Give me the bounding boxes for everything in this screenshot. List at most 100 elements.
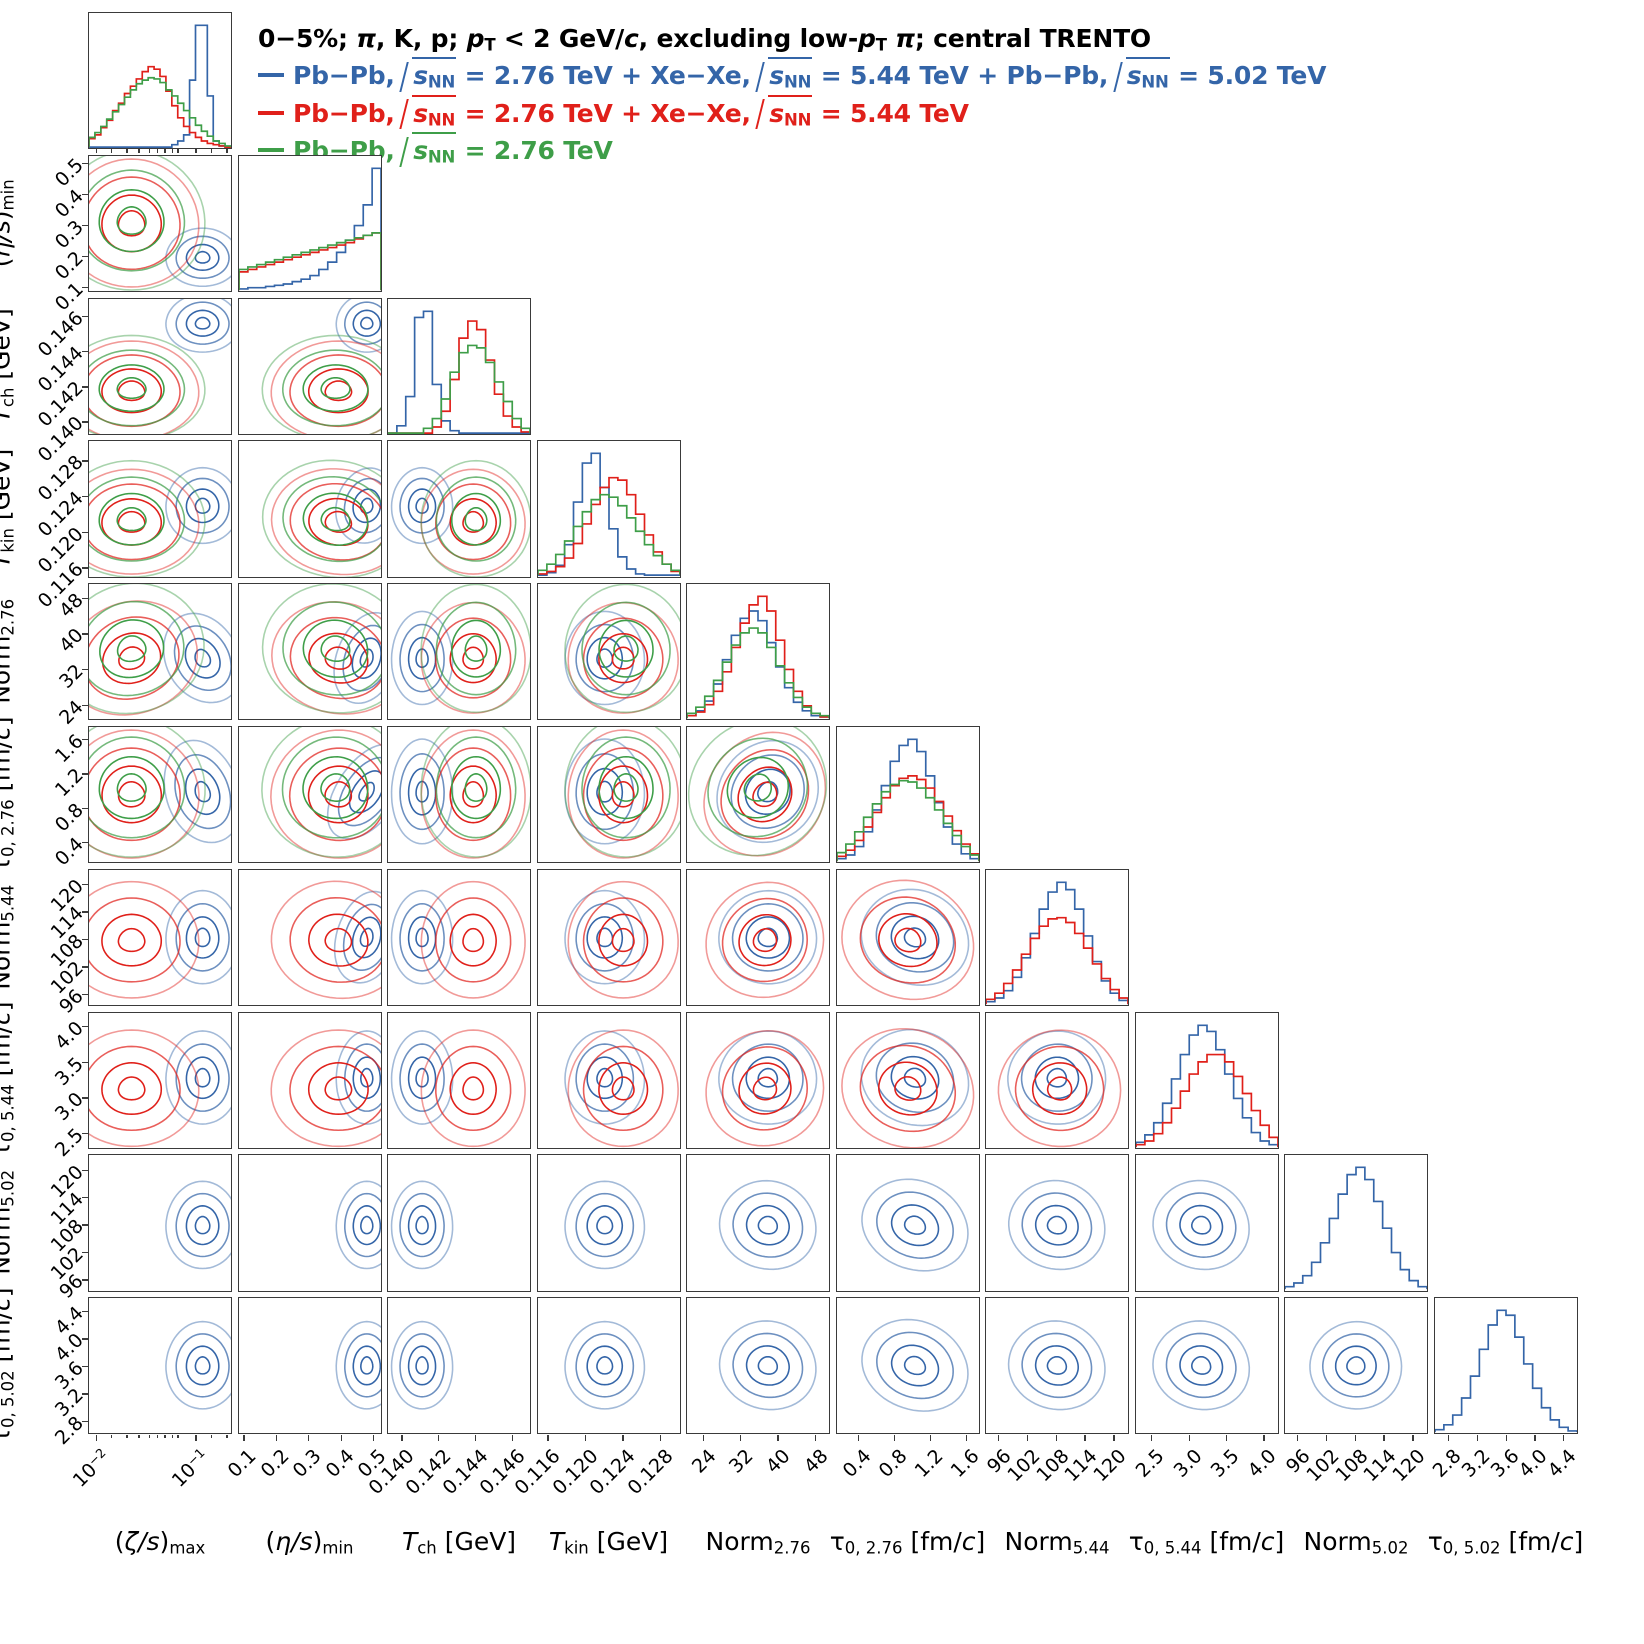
contour-blue-level4 bbox=[757, 1216, 779, 1236]
contour-red-level3 bbox=[101, 194, 163, 253]
contour-green-level1 bbox=[89, 727, 206, 858]
contour-blue-level4 bbox=[359, 1067, 374, 1088]
joint-panel-tau0_544-vs-Norm_544 bbox=[985, 1011, 1129, 1149]
contour-blue-level3 bbox=[1334, 1345, 1377, 1386]
x-tick bbox=[1188, 1434, 1190, 1441]
y-tick bbox=[82, 993, 88, 996]
y-tick bbox=[82, 739, 88, 741]
contour-blue-level4 bbox=[194, 1356, 211, 1375]
x-minor-tick bbox=[211, 149, 213, 153]
hist-blue bbox=[687, 610, 829, 719]
x-axis-title-tau0_502: τ0, 5.02 [fm/c] bbox=[1427, 1526, 1584, 1558]
contour-blue-level1 bbox=[334, 1320, 381, 1410]
contour-blue-level2 bbox=[574, 1042, 634, 1112]
joint-panel-Norm_276-vs-zeta_s_max bbox=[88, 583, 232, 721]
contour-red-level3 bbox=[449, 1061, 497, 1115]
contour-blue-level2 bbox=[175, 1042, 230, 1112]
contour-red-level4 bbox=[893, 927, 922, 953]
contour-red-level3 bbox=[307, 632, 368, 684]
contour-blue-level4 bbox=[359, 1356, 374, 1375]
marginal-panel-zeta_s_max bbox=[88, 12, 232, 150]
contour-green-level2 bbox=[89, 169, 186, 272]
marginal-panel-Norm_276 bbox=[686, 583, 830, 721]
contour-blue-level3 bbox=[185, 309, 220, 337]
x-tick bbox=[1447, 1434, 1450, 1441]
joint-panel-tau0_502-vs-tau0_544 bbox=[1134, 1297, 1279, 1435]
contour-green-level2 bbox=[281, 736, 381, 839]
x-minor-tick bbox=[157, 1434, 159, 1438]
x-minor-tick bbox=[95, 149, 98, 153]
contour-red-level1 bbox=[566, 729, 679, 859]
joint-panel-tau0_544-vs-T_kin bbox=[536, 1011, 681, 1149]
contour-green-level3 bbox=[451, 493, 502, 547]
joint-panel-T_kin-vs-zeta_s_max bbox=[88, 440, 232, 578]
contour-red-level2 bbox=[89, 1045, 181, 1131]
contour-green-level3 bbox=[98, 363, 165, 412]
contour-red-level2 bbox=[582, 1045, 664, 1131]
x-tick bbox=[1151, 1434, 1153, 1441]
hist-green bbox=[537, 494, 680, 576]
contour-red-level2 bbox=[289, 617, 381, 700]
contour-red-level2 bbox=[435, 1045, 512, 1131]
x-tick-label: 10−1 bbox=[168, 1444, 208, 1492]
hist-red bbox=[89, 65, 231, 148]
joint-panel-Norm_502-vs-eta_s_min bbox=[237, 1154, 382, 1292]
contour-green-level1 bbox=[89, 155, 206, 291]
contour-red-level4 bbox=[117, 379, 146, 401]
hist-green bbox=[89, 76, 231, 148]
hist-red bbox=[687, 595, 829, 719]
joint-panel-Norm_276-vs-T_kin bbox=[536, 583, 681, 721]
contour-red-level4 bbox=[893, 1075, 922, 1101]
contour-blue-level4 bbox=[415, 1067, 429, 1088]
contour-red-level4 bbox=[117, 927, 146, 952]
contour-blue-level1 bbox=[1151, 1320, 1250, 1411]
contour-blue-level3 bbox=[585, 1205, 623, 1246]
contour-blue-level2 bbox=[399, 1042, 445, 1112]
contour-blue-level2 bbox=[173, 625, 231, 692]
contour-red-level4 bbox=[752, 781, 778, 808]
y-tick bbox=[82, 163, 88, 165]
hist-blue bbox=[89, 24, 231, 148]
contour-blue-level2 bbox=[730, 754, 805, 829]
contour-blue-level4 bbox=[1046, 1216, 1068, 1236]
x-tick bbox=[1325, 1434, 1328, 1441]
contour-red-level4 bbox=[462, 1075, 485, 1101]
contour-blue-level1 bbox=[390, 1320, 454, 1410]
contour-blue-level1 bbox=[334, 467, 381, 545]
joint-panel-tau0_276-vs-eta_s_min bbox=[237, 726, 382, 864]
contour-blue-level3 bbox=[185, 1055, 220, 1099]
contour-blue-level3 bbox=[407, 637, 437, 680]
x-tick bbox=[1263, 1434, 1265, 1441]
contour-red-level2 bbox=[582, 747, 664, 842]
contour-blue-level2 bbox=[574, 1333, 634, 1398]
contour-blue-level4 bbox=[415, 1216, 429, 1235]
contour-blue-level4 bbox=[1190, 1356, 1211, 1376]
x-minor-tick bbox=[138, 1434, 140, 1438]
hist-blue bbox=[1285, 1166, 1427, 1290]
joint-panel-Norm_502-vs-zeta_s_max bbox=[88, 1154, 232, 1292]
marginal-panel-tau0_502 bbox=[1433, 1297, 1578, 1435]
contour-red-level2 bbox=[721, 897, 808, 983]
contour-green-level2 bbox=[435, 601, 517, 696]
y-tick bbox=[82, 286, 88, 288]
contour-green-level3 bbox=[597, 619, 654, 678]
joint-panel-eta_s_min-vs-zeta_s_max bbox=[88, 154, 232, 293]
contour-green-level4 bbox=[116, 376, 147, 399]
joint-panel-tau0_502-vs-zeta_s_max bbox=[88, 1297, 232, 1435]
contour-red-level1 bbox=[705, 881, 825, 998]
contour-green-level4 bbox=[319, 376, 351, 399]
x-tick bbox=[340, 1434, 342, 1441]
contour-red-level1 bbox=[270, 468, 381, 576]
contour-red-level1 bbox=[840, 1027, 974, 1148]
contour-green-level4 bbox=[464, 635, 488, 663]
contour-red-level2 bbox=[288, 747, 381, 842]
contour-red-level2 bbox=[1014, 1045, 1105, 1131]
contour-blue-level2 bbox=[174, 753, 231, 830]
joint-panel-Norm_502-vs-T_kin bbox=[536, 1154, 681, 1292]
contour-blue-level4 bbox=[194, 648, 212, 668]
contour-blue-level3 bbox=[407, 488, 437, 524]
contour-blue-level1 bbox=[716, 739, 820, 844]
x-tick bbox=[511, 1434, 513, 1441]
contour-green-level3 bbox=[302, 492, 368, 547]
joint-panel-tau0_502-vs-tau0_276 bbox=[835, 1297, 980, 1435]
